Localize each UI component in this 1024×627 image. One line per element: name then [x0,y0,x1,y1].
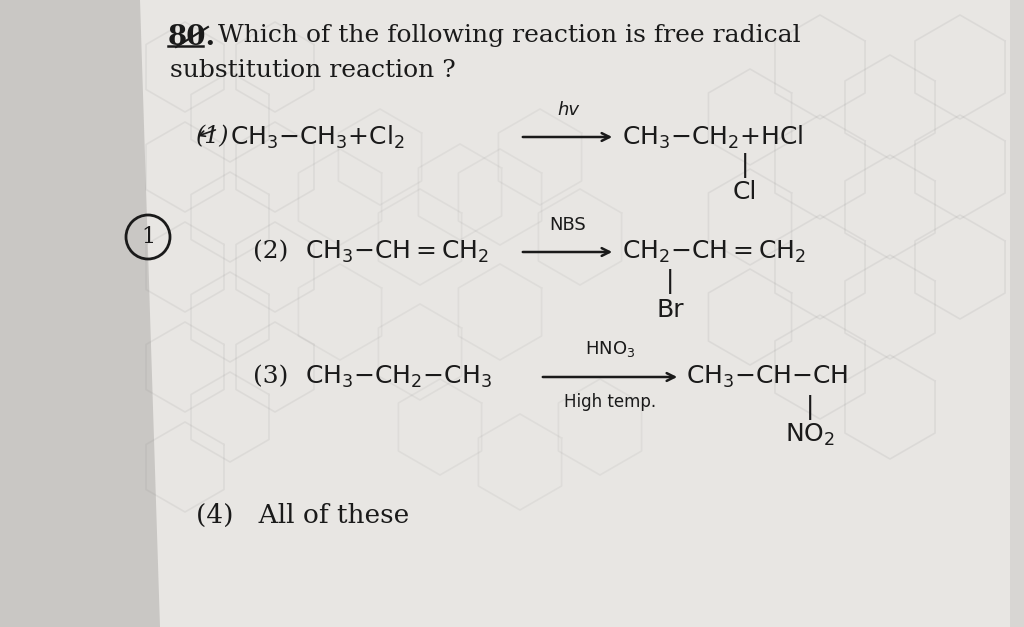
Text: 80.: 80. [168,24,216,51]
Text: $\mathrm{CH_3{-}CH{-}CH}$: $\mathrm{CH_3{-}CH{-}CH}$ [686,364,848,390]
Polygon shape [0,0,160,627]
Text: (1): (1) [196,125,229,149]
Text: Br: Br [656,298,684,322]
Polygon shape [1010,0,1024,627]
Text: $\mathrm{CH_3{-}CH_2{-}CH_3}$: $\mathrm{CH_3{-}CH_2{-}CH_3}$ [305,364,492,390]
Text: High temp.: High temp. [564,393,656,411]
Text: |: | [666,270,674,295]
Text: $\mathrm{CH_2{-}CH{=}CH_2}$: $\mathrm{CH_2{-}CH{=}CH_2}$ [622,239,806,265]
Text: $\mathrm{HNO_3}$: $\mathrm{HNO_3}$ [585,339,635,359]
Text: (4)   All of these: (4) All of these [196,502,410,527]
Text: Cl: Cl [733,180,757,204]
Text: $\mathrm{CH_3{-}CH_3{+}Cl_2}$: $\mathrm{CH_3{-}CH_3{+}Cl_2}$ [230,124,404,150]
Text: (2): (2) [253,241,289,263]
Text: |: | [740,152,750,177]
Text: Which of the following reaction is free radical: Which of the following reaction is free … [218,24,801,47]
Text: (3): (3) [253,366,289,389]
Text: |: | [806,394,814,419]
Text: substitution reaction ?: substitution reaction ? [170,59,456,82]
Text: $\mathrm{CH_3{-}CH_2{+}HCl}$: $\mathrm{CH_3{-}CH_2{+}HCl}$ [622,124,804,150]
Text: NBS: NBS [550,216,587,234]
Text: hv: hv [557,101,579,119]
Text: 1: 1 [141,226,155,248]
Text: $\mathrm{NO_2}$: $\mathrm{NO_2}$ [785,422,835,448]
Text: $\mathrm{CH_3{-}CH{=}CH_2}$: $\mathrm{CH_3{-}CH{=}CH_2}$ [305,239,489,265]
